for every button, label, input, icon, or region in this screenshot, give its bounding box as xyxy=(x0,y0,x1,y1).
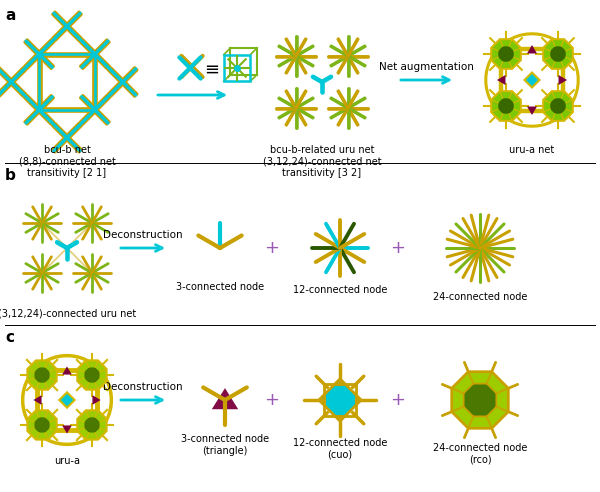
Text: 24-connected node
(rco): 24-connected node (rco) xyxy=(433,443,527,464)
Text: 3-connected node
(triangle): 3-connected node (triangle) xyxy=(181,434,269,456)
Polygon shape xyxy=(319,379,361,421)
Text: b: b xyxy=(5,168,16,183)
Polygon shape xyxy=(62,426,72,433)
Text: (3,12,24)-connected uru net: (3,12,24)-connected uru net xyxy=(0,308,136,318)
Polygon shape xyxy=(92,395,101,405)
Text: c: c xyxy=(5,330,14,345)
Text: +: + xyxy=(265,239,280,257)
Text: 24-connected node: 24-connected node xyxy=(433,292,527,302)
Polygon shape xyxy=(212,388,238,409)
Polygon shape xyxy=(77,361,107,390)
Text: ≡: ≡ xyxy=(205,61,220,79)
Text: uru-a net: uru-a net xyxy=(509,145,554,155)
Text: +: + xyxy=(391,239,406,257)
Text: +: + xyxy=(391,391,406,409)
Polygon shape xyxy=(452,372,508,428)
Text: a: a xyxy=(5,8,16,23)
Polygon shape xyxy=(499,46,514,62)
Polygon shape xyxy=(28,361,56,390)
Polygon shape xyxy=(34,368,50,383)
Polygon shape xyxy=(34,395,41,405)
Polygon shape xyxy=(464,384,496,416)
Text: bcu-b-related uru net
(3,12,24)-connected net
transitivity [3 2]: bcu-b-related uru net (3,12,24)-connecte… xyxy=(263,145,382,178)
Polygon shape xyxy=(85,368,100,383)
Text: 12-connected node
(cuo): 12-connected node (cuo) xyxy=(293,438,387,460)
Polygon shape xyxy=(77,410,107,439)
Polygon shape xyxy=(491,91,521,121)
Polygon shape xyxy=(527,106,537,115)
Polygon shape xyxy=(59,392,74,408)
Text: +: + xyxy=(265,391,280,409)
Text: Deconstruction: Deconstruction xyxy=(103,382,183,392)
Polygon shape xyxy=(499,98,514,114)
Text: uru-a: uru-a xyxy=(54,456,80,466)
Polygon shape xyxy=(559,75,567,85)
Polygon shape xyxy=(85,417,100,432)
Polygon shape xyxy=(34,417,50,432)
Polygon shape xyxy=(543,91,573,121)
Polygon shape xyxy=(543,39,573,69)
Polygon shape xyxy=(497,75,505,85)
Polygon shape xyxy=(62,367,72,374)
Polygon shape xyxy=(550,98,566,114)
Polygon shape xyxy=(491,39,521,69)
Text: 12-connected node: 12-connected node xyxy=(293,285,387,295)
Polygon shape xyxy=(550,46,566,62)
Polygon shape xyxy=(527,45,537,54)
Polygon shape xyxy=(28,410,56,439)
Text: bcu-b net
(8,8)-connected net
transitivity [2 1]: bcu-b net (8,8)-connected net transitivi… xyxy=(19,145,115,178)
Text: Deconstruction: Deconstruction xyxy=(103,230,183,240)
Polygon shape xyxy=(524,72,539,88)
Text: 3-connected node: 3-connected node xyxy=(176,282,264,292)
Text: Net augmentation: Net augmentation xyxy=(379,62,473,72)
